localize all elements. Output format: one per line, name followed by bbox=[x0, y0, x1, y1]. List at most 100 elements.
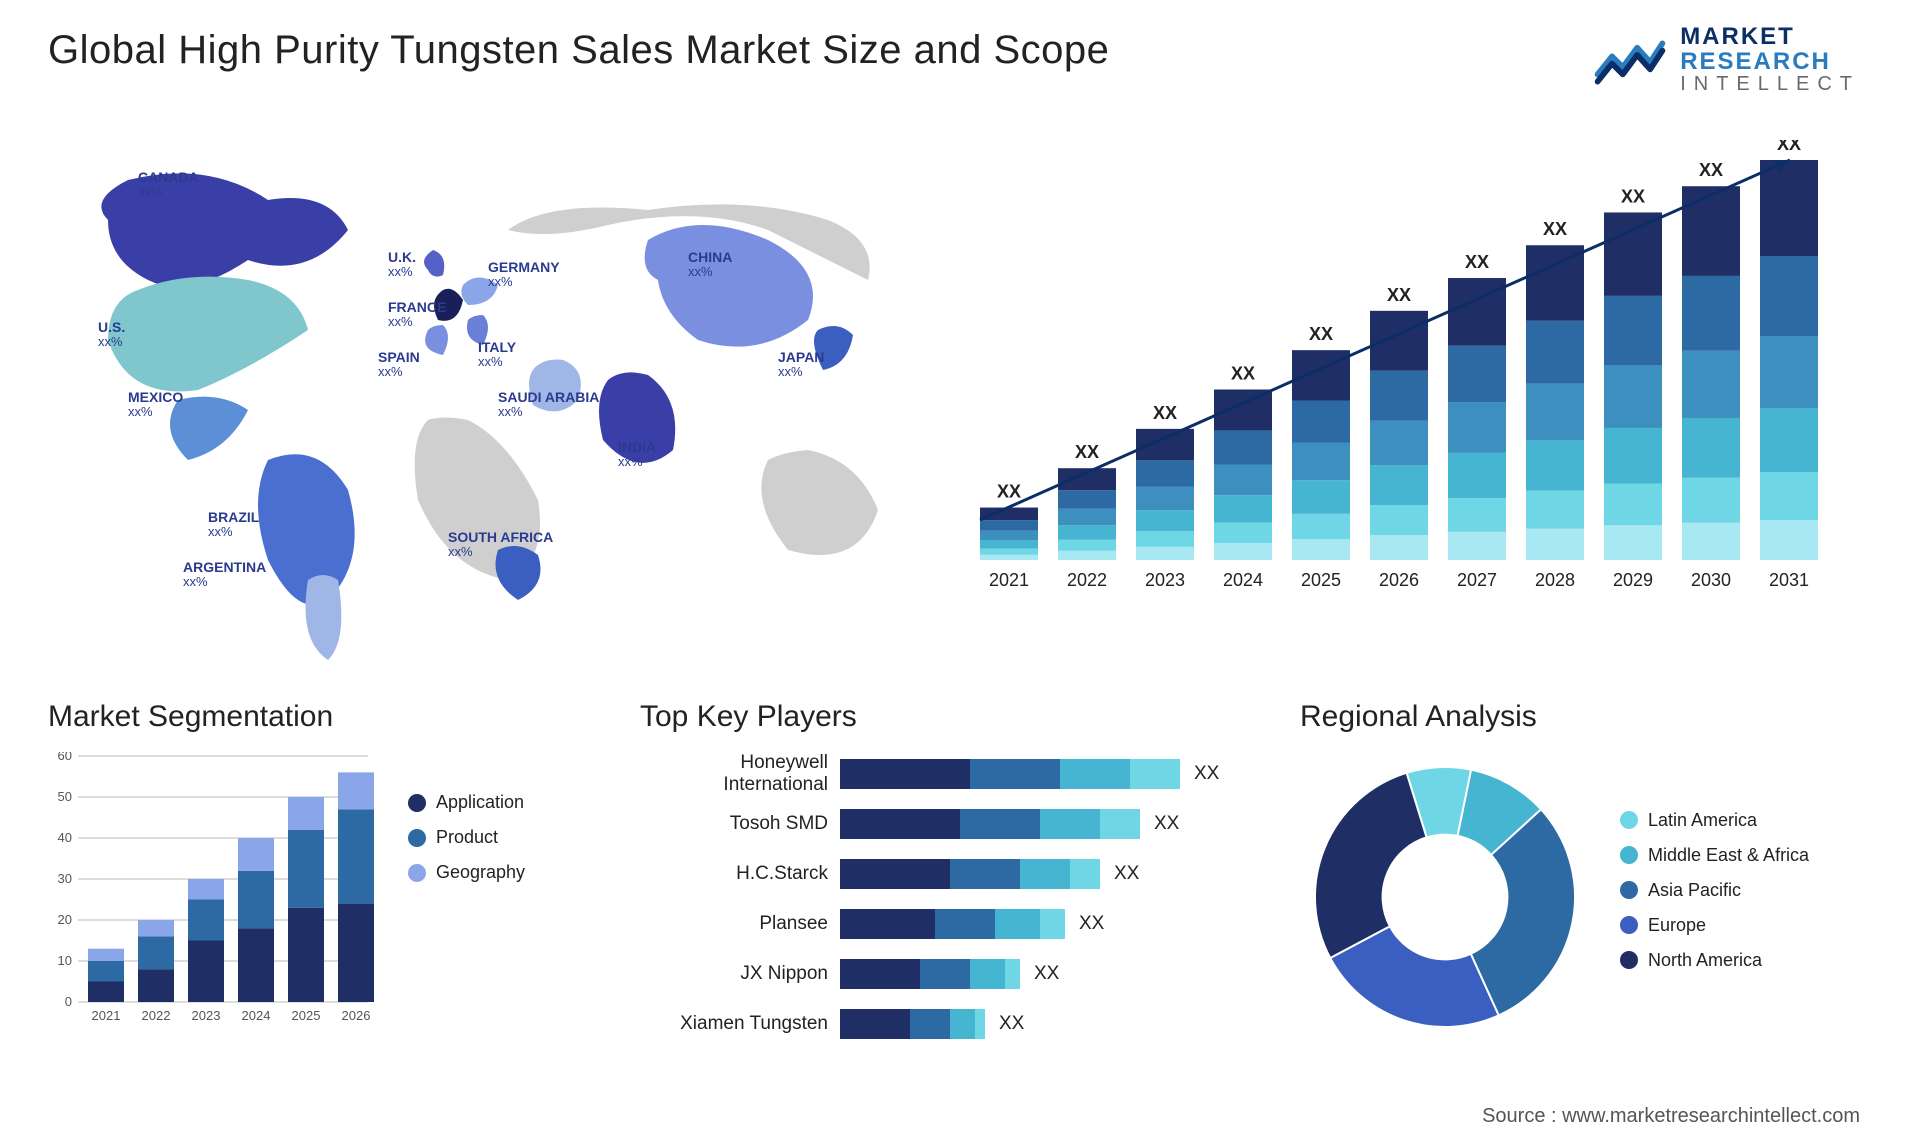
legend-item: Latin America bbox=[1620, 810, 1809, 831]
map-label: ITALYxx% bbox=[478, 340, 516, 370]
svg-text:50: 50 bbox=[58, 789, 72, 804]
svg-text:40: 40 bbox=[58, 830, 72, 845]
player-bar bbox=[840, 1009, 985, 1039]
svg-text:XX: XX bbox=[1699, 160, 1723, 180]
svg-text:XX: XX bbox=[997, 482, 1021, 502]
player-value: XX bbox=[1154, 813, 1179, 835]
svg-text:2023: 2023 bbox=[192, 1008, 221, 1023]
svg-text:2030: 2030 bbox=[1691, 570, 1731, 590]
player-row: Honeywell International XX bbox=[640, 752, 1240, 796]
player-value: XX bbox=[1194, 763, 1219, 785]
svg-text:60: 60 bbox=[58, 752, 72, 763]
svg-text:XX: XX bbox=[1543, 219, 1567, 239]
svg-text:2022: 2022 bbox=[1067, 570, 1107, 590]
svg-text:2024: 2024 bbox=[242, 1008, 271, 1023]
svg-text:XX: XX bbox=[1387, 285, 1411, 305]
brand-logo: MARKET RESEARCH INTELLECT bbox=[1594, 24, 1860, 95]
svg-text:2022: 2022 bbox=[142, 1008, 171, 1023]
svg-text:2026: 2026 bbox=[1379, 570, 1419, 590]
player-value: XX bbox=[1079, 913, 1104, 935]
svg-text:2025: 2025 bbox=[1301, 570, 1341, 590]
page-title: Global High Purity Tungsten Sales Market… bbox=[48, 28, 1109, 73]
svg-text:XX: XX bbox=[1621, 186, 1645, 206]
svg-text:2024: 2024 bbox=[1223, 570, 1263, 590]
map-label: GERMANYxx% bbox=[488, 260, 560, 290]
segmentation-legend: Application Product Geography bbox=[408, 792, 525, 897]
player-label: Xiamen Tungsten bbox=[640, 1013, 840, 1035]
logo-mark-icon bbox=[1594, 32, 1666, 88]
svg-text:2026: 2026 bbox=[342, 1008, 371, 1023]
map-label: CHINAxx% bbox=[688, 250, 732, 280]
map-label: ARGENTINAxx% bbox=[183, 560, 266, 590]
map-label: MEXICOxx% bbox=[128, 390, 183, 420]
regional-section: Regional Analysis Latin AmericaMiddle Ea… bbox=[1300, 700, 1870, 1042]
players-chart: Honeywell InternationalXXTosoh SMDXXH.C.… bbox=[640, 752, 1240, 1046]
legend-item: Europe bbox=[1620, 915, 1809, 936]
svg-text:2028: 2028 bbox=[1535, 570, 1575, 590]
player-value: XX bbox=[1114, 863, 1139, 885]
logo-text-1: MARKET bbox=[1680, 24, 1860, 49]
map-label: SAUDI ARABIAxx% bbox=[498, 390, 599, 420]
map-label: JAPANxx% bbox=[778, 350, 824, 380]
player-label: Plansee bbox=[640, 913, 840, 935]
segmentation-section: Market Segmentation 0 10 20 30 40 50 60 2021 202… bbox=[48, 700, 598, 1052]
svg-text:XX: XX bbox=[1231, 364, 1255, 384]
svg-text:XX: XX bbox=[1309, 324, 1333, 344]
svg-text:2029: 2029 bbox=[1613, 570, 1653, 590]
map-label: INDIAxx% bbox=[618, 440, 656, 470]
player-row: H.C.Starck XX bbox=[640, 852, 1240, 896]
segmentation-heading: Market Segmentation bbox=[48, 700, 598, 734]
player-row: Plansee XX bbox=[640, 902, 1240, 946]
player-bar bbox=[840, 909, 1065, 939]
players-section: Top Key Players Honeywell International X… bbox=[640, 700, 1260, 1052]
players-heading: Top Key Players bbox=[640, 700, 1260, 734]
player-label: Honeywell International bbox=[640, 752, 840, 796]
map-label: CANADAxx% bbox=[138, 170, 199, 200]
legend-item: Asia Pacific bbox=[1620, 880, 1809, 901]
svg-text:2023: 2023 bbox=[1145, 570, 1185, 590]
legend-item: Middle East & Africa bbox=[1620, 845, 1809, 866]
logo-text-2: RESEARCH bbox=[1680, 49, 1860, 74]
svg-text:XX: XX bbox=[1777, 140, 1801, 154]
world-map: CANADAxx% U.S.xx% MEXICOxx% BRAZILxx% ARGENT… bbox=[48, 140, 918, 660]
segmentation-chart: 0 10 20 30 40 50 60 2021 2022 2023 2024 2025 2026 bbox=[48, 752, 388, 1052]
svg-text:2021: 2021 bbox=[92, 1008, 121, 1023]
player-label: JX Nippon bbox=[640, 963, 840, 985]
legend-item: Product bbox=[408, 827, 525, 848]
svg-text:10: 10 bbox=[58, 953, 72, 968]
map-label: SPAINxx% bbox=[378, 350, 420, 380]
player-value: XX bbox=[999, 1013, 1024, 1035]
svg-text:0: 0 bbox=[65, 994, 72, 1009]
svg-text:XX: XX bbox=[1465, 252, 1489, 272]
map-label: U.S.xx% bbox=[98, 320, 125, 350]
player-bar bbox=[840, 809, 1140, 839]
player-label: H.C.Starck bbox=[640, 863, 840, 885]
map-label: U.K.xx% bbox=[388, 250, 416, 280]
map-label: FRANCExx% bbox=[388, 300, 446, 330]
source-text: Source : www.marketresearchintellect.com bbox=[1482, 1105, 1860, 1128]
legend-item: Application bbox=[408, 792, 525, 813]
svg-text:XX: XX bbox=[1075, 442, 1099, 462]
player-row: JX Nippon XX bbox=[640, 952, 1240, 996]
market-size-chart: XX 2021 XX 2022 XX 2023 XX 2024 XX 2025 XX 2026 XX 20… bbox=[960, 140, 1850, 660]
svg-text:XX: XX bbox=[1153, 403, 1177, 423]
regional-donut bbox=[1300, 752, 1590, 1042]
player-label: Tosoh SMD bbox=[640, 813, 840, 835]
player-row: Tosoh SMD XX bbox=[640, 802, 1240, 846]
player-bar bbox=[840, 959, 1020, 989]
svg-text:20: 20 bbox=[58, 912, 72, 927]
regional-legend: Latin America Middle East & Africa Asia Pa… bbox=[1620, 810, 1809, 985]
svg-text:2027: 2027 bbox=[1457, 570, 1497, 590]
map-label: SOUTH AFRICAxx% bbox=[448, 530, 553, 560]
player-bar bbox=[840, 859, 1100, 889]
player-bar bbox=[840, 759, 1180, 789]
svg-text:30: 30 bbox=[58, 871, 72, 886]
map-label: BRAZILxx% bbox=[208, 510, 259, 540]
svg-text:2021: 2021 bbox=[989, 570, 1029, 590]
legend-item: Geography bbox=[408, 862, 525, 883]
player-value: XX bbox=[1034, 963, 1059, 985]
svg-text:2025: 2025 bbox=[292, 1008, 321, 1023]
svg-text:2031: 2031 bbox=[1769, 570, 1809, 590]
logo-text-3: INTELLECT bbox=[1680, 74, 1860, 95]
legend-item: North America bbox=[1620, 950, 1809, 971]
